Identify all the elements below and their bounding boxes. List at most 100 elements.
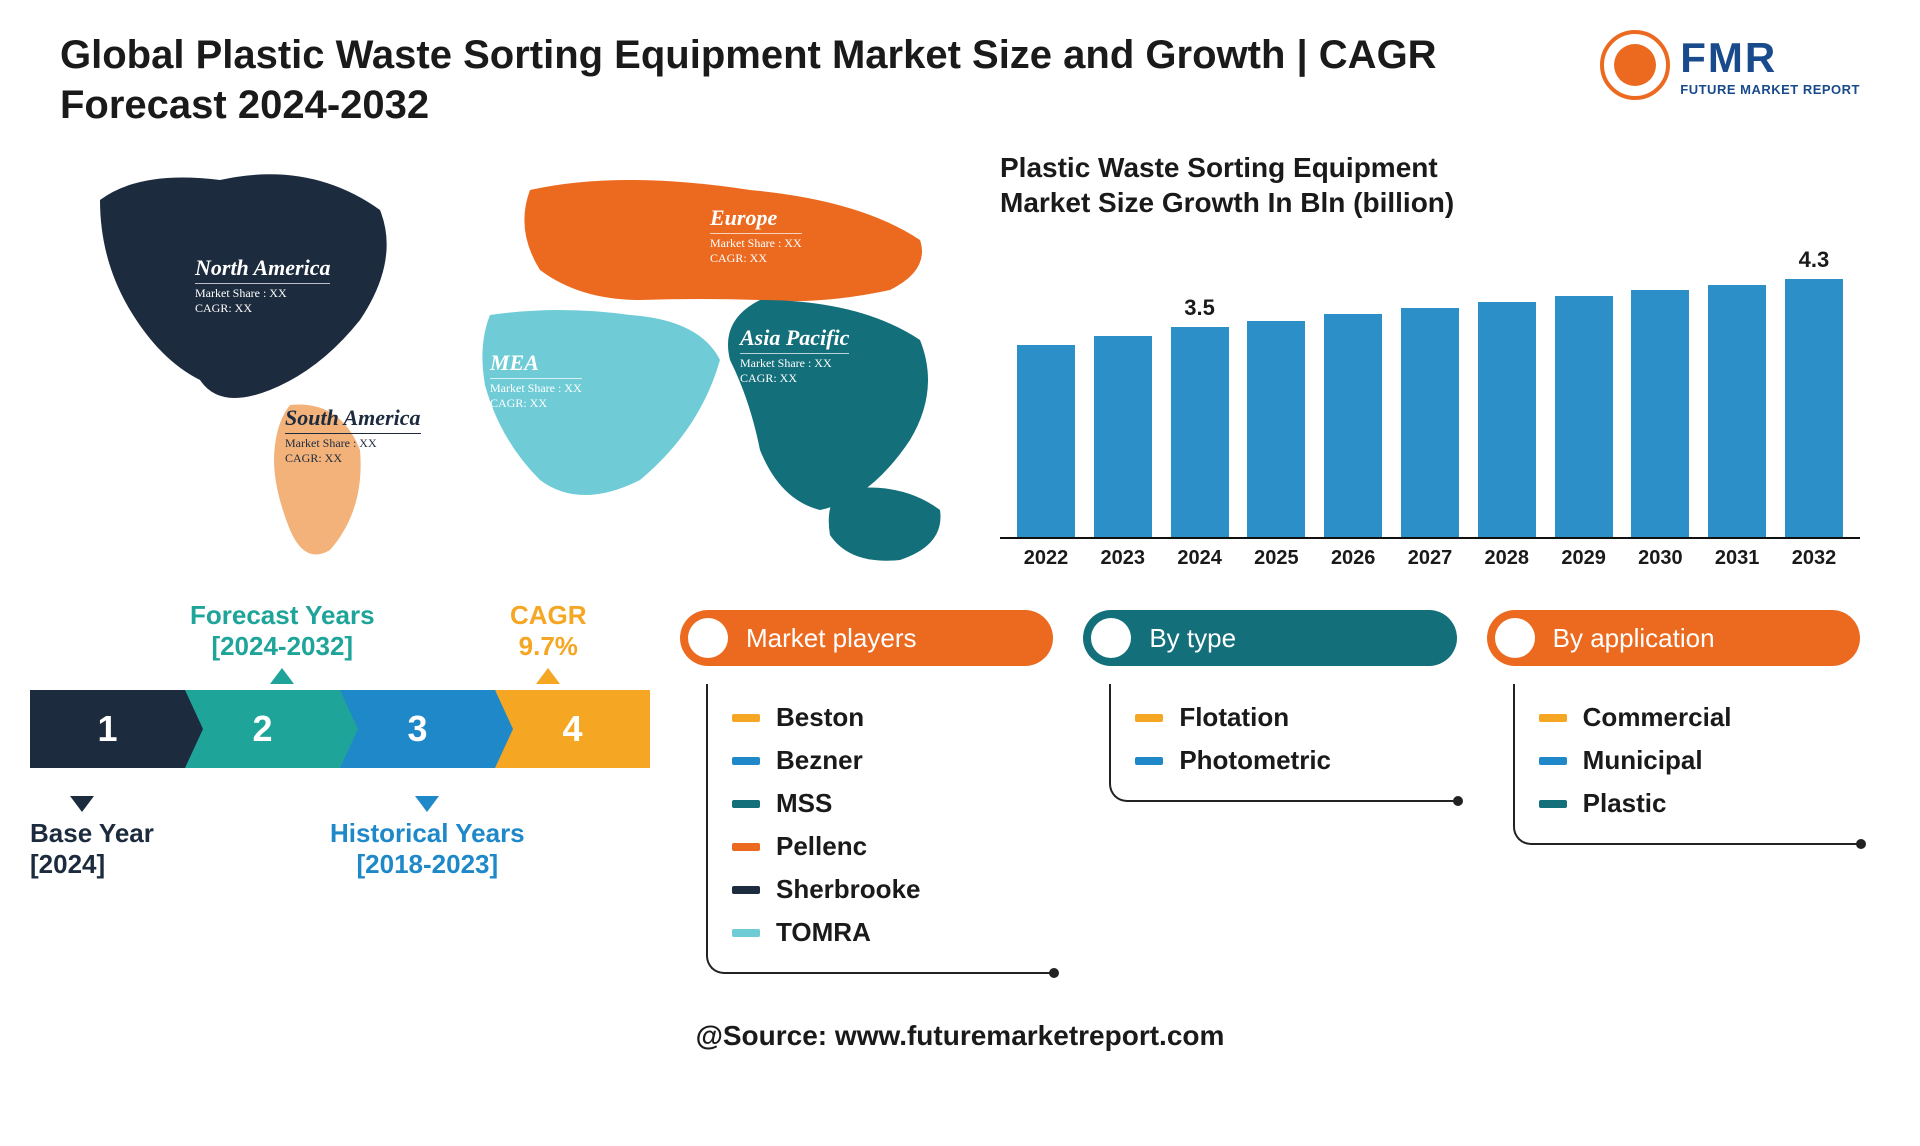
timeline-seg-2: 2 [185,690,340,768]
bar-column [1548,268,1620,537]
world-map: North America Market Share : XX CAGR: XX… [60,150,960,570]
list-item: Municipal [1539,739,1860,782]
chart-title: Plastic Waste Sorting Equipment Market S… [1000,150,1520,220]
page-title: Global Plastic Waste Sorting Equipment M… [60,30,1560,130]
bar-year-label: 2025 [1240,547,1312,570]
bar-column: 4.3 [1778,247,1850,537]
list-item: Flotation [1135,696,1456,739]
dash-icon [1539,757,1567,765]
bar [1555,296,1613,537]
map-region-au [829,488,941,561]
list-item: Bezner [732,739,1053,782]
dash-icon [1135,714,1163,722]
category-by-application: By application Commercial Municipal Plasti… [1487,610,1860,845]
timeline-seg-4: 4 [495,690,650,768]
list-item: TOMRA [732,911,1053,954]
bar [1094,336,1152,537]
dash-icon [1539,800,1567,808]
list-item-label: MSS [776,788,832,819]
pill-title: Market players [746,623,917,654]
bar-column [1394,280,1466,537]
bar-column [1317,286,1389,537]
note-forecast: Forecast Years [2024-2032] [190,600,375,690]
note-historical: Historical Years [2018-2023] [330,790,525,880]
dash-icon [1135,757,1163,765]
bar [1708,285,1766,537]
list-item-label: Municipal [1583,745,1703,776]
triangle-down-icon [70,796,94,812]
list-item: Pellenc [732,825,1053,868]
note-cagr: CAGR 9.7% [510,600,587,690]
map-label-na: North America Market Share : XX CAGR: XX [195,255,330,316]
list-item: Beston [732,696,1053,739]
triangle-down-icon [415,796,439,812]
bar [1401,308,1459,537]
pill-dot-icon [688,618,728,658]
bar [1017,345,1075,537]
list-item-label: Beston [776,702,864,733]
bar-year-label: 2023 [1087,547,1159,570]
pill-by-type: By type [1083,610,1456,666]
source-text: @Source: www.futuremarketreport.com [0,1020,1920,1052]
list-item-label: Photometric [1179,745,1331,776]
fmr-logo: FMR FUTURE MARKET REPORT [1600,30,1860,100]
list-item-label: Plastic [1583,788,1667,819]
bar-year-label: 2031 [1701,547,1773,570]
bar [1324,314,1382,537]
category-by-type: By type Flotation Photometric [1083,610,1456,802]
logo-icon [1600,30,1670,100]
pill-market-players: Market players [680,610,1053,666]
pill-title: By type [1149,623,1236,654]
dash-icon [732,843,760,851]
bar-value: 4.3 [1799,247,1830,273]
dash-icon [732,757,760,765]
map-label-eu: Europe Market Share : XX CAGR: XX [710,205,802,266]
bar-value: 3.5 [1184,295,1215,321]
bar-column [1471,274,1543,537]
logo-text-main: FMR [1680,34,1777,82]
timeline-row: 1 2 3 4 [30,690,650,768]
timeline-block: Forecast Years [2024-2032] CAGR 9.7% 1 2… [30,610,650,768]
bar-year-label: 2030 [1624,547,1696,570]
dash-icon [732,714,760,722]
map-label-ap: Asia Pacific Market Share : XX CAGR: XX [740,325,849,386]
dash-icon [732,800,760,808]
bar [1247,321,1305,537]
list-item-label: TOMRA [776,917,871,948]
list-item: Commercial [1539,696,1860,739]
list-item: Plastic [1539,782,1860,825]
bar-year-label: 2026 [1317,547,1389,570]
bar [1478,302,1536,537]
triangle-up-icon [270,668,294,684]
bar-column [1087,308,1159,537]
pill-title: By application [1553,623,1715,654]
list-item-label: Commercial [1583,702,1732,733]
category-market-players: Market players Beston Bezner MSS Pellenc She… [680,610,1053,974]
map-label-sa: South America Market Share : XX CAGR: XX [285,405,421,466]
list-item-label: Flotation [1179,702,1289,733]
list-item: Photometric [1135,739,1456,782]
bar-column [1701,257,1773,537]
bar-column [1240,293,1312,537]
dash-icon [732,929,760,937]
bar-column: 3.5 [1164,295,1236,537]
pill-dot-icon [1495,618,1535,658]
map-label-mea: MEA Market Share : XX CAGR: XX [490,350,582,411]
list-item: Sherbrooke [732,868,1053,911]
list-item-label: Bezner [776,745,863,776]
dash-icon [1539,714,1567,722]
list-item-label: Pellenc [776,831,867,862]
note-base: Base Year [2024] [30,790,154,880]
bar-year-label: 2022 [1010,547,1082,570]
bar-year-label: 2029 [1548,547,1620,570]
list-item: MSS [732,782,1053,825]
bar-year-label: 2024 [1164,547,1236,570]
timeline-seg-3: 3 [340,690,495,768]
growth-bar-chart: Plastic Waste Sorting Equipment Market S… [1000,150,1860,570]
triangle-up-icon [536,668,560,684]
logo-text-sub: FUTURE MARKET REPORT [1680,82,1860,97]
bar [1631,290,1689,537]
bar-year-label: 2028 [1471,547,1543,570]
dash-icon [732,886,760,894]
timeline-seg-1: 1 [30,690,185,768]
